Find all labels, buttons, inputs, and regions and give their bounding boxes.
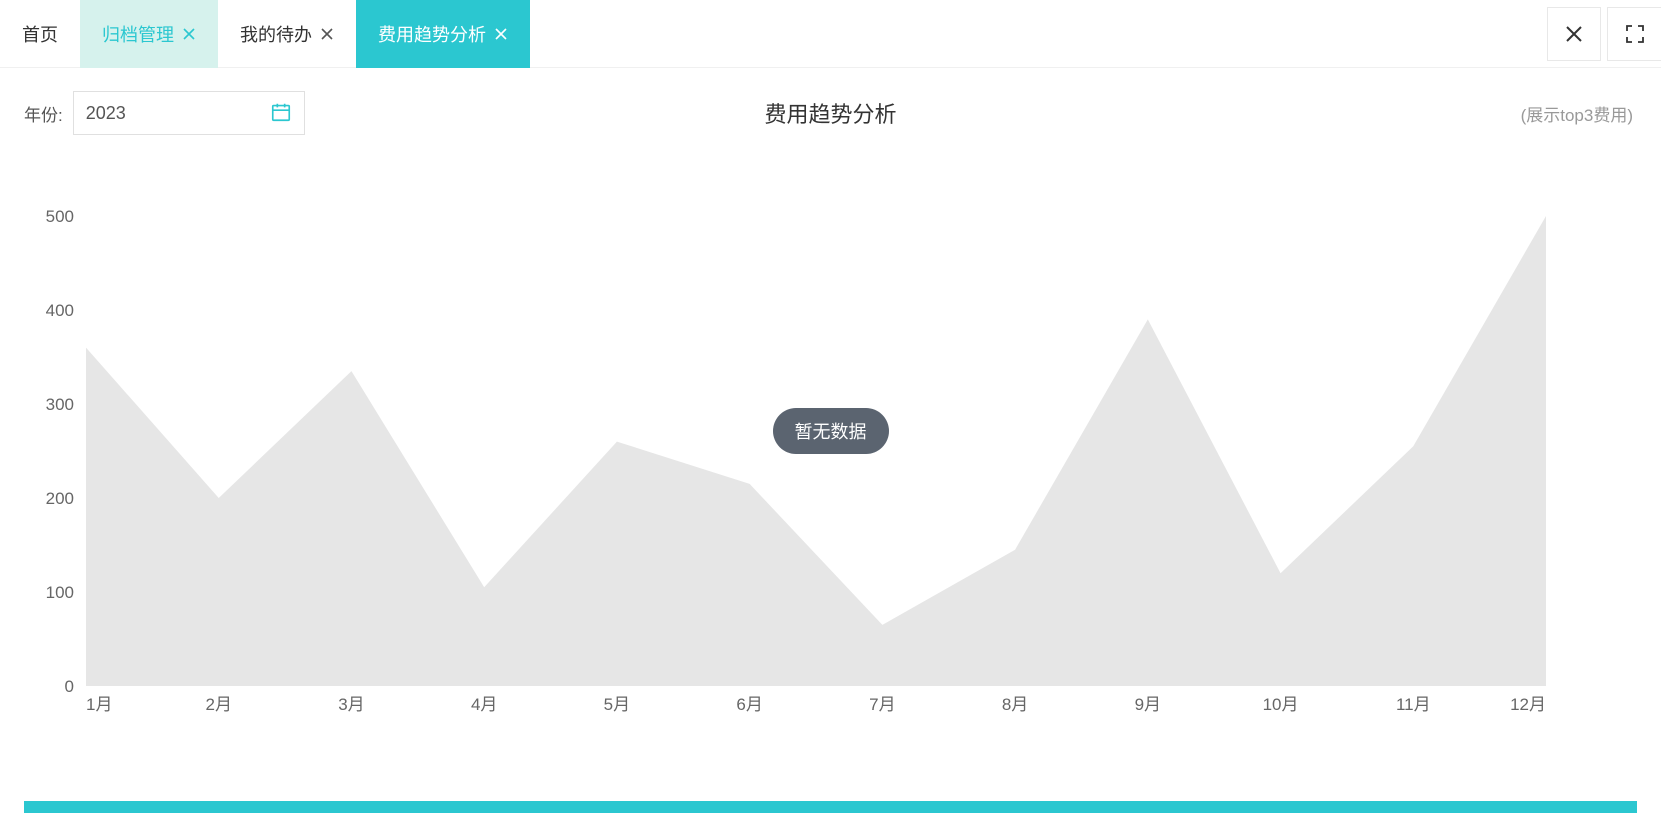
tab-trend-label: 费用趋势分析 (378, 21, 486, 47)
tab-archive[interactable]: 归档管理 (80, 0, 218, 68)
toolbar: 年份: 费用趋势分析 (展示top3费用) (8, 88, 1653, 138)
svg-text:11月: 11月 (1396, 695, 1431, 714)
svg-text:2月: 2月 (205, 695, 231, 714)
year-input[interactable] (86, 103, 246, 124)
tab-todo-label: 我的待办 (240, 21, 312, 47)
svg-text:6月: 6月 (736, 695, 762, 714)
svg-text:10月: 10月 (1263, 695, 1299, 714)
tab-trend[interactable]: 费用趋势分析 (356, 0, 530, 68)
chart-title: 费用趋势分析 (764, 97, 896, 129)
top3-note: (展示top3费用) (1521, 101, 1633, 126)
tab-bar-actions (1541, 0, 1661, 68)
no-data-badge: 暂无数据 (773, 408, 889, 454)
svg-text:5月: 5月 (604, 695, 630, 714)
chart-area: 0 100 200 300 400 500 1月 2月 3月 4月 5月 6月 7月 8月 9月 10月 11月… (8, 168, 1653, 768)
bottom-accent-bar (24, 801, 1637, 813)
year-picker[interactable] (73, 91, 305, 135)
svg-text:8月: 8月 (1002, 695, 1028, 714)
calendar-icon[interactable] (270, 101, 292, 126)
close-icon[interactable] (182, 27, 196, 41)
tab-todo[interactable]: 我的待办 (218, 0, 356, 68)
svg-text:500: 500 (46, 207, 74, 226)
close-icon[interactable] (320, 27, 334, 41)
svg-text:200: 200 (46, 489, 74, 508)
svg-text:400: 400 (46, 301, 74, 320)
svg-text:100: 100 (46, 583, 74, 602)
tab-home[interactable]: 首页 (0, 0, 80, 68)
tab-archive-label: 归档管理 (102, 21, 174, 47)
svg-text:300: 300 (46, 395, 74, 414)
tab-bar: 首页 归档管理 我的待办 费用趋势分析 (0, 0, 1661, 68)
svg-text:0: 0 (65, 677, 74, 696)
svg-text:1月: 1月 (86, 695, 112, 714)
close-icon[interactable] (494, 27, 508, 41)
svg-text:4月: 4月 (471, 695, 497, 714)
year-label: 年份: (24, 101, 63, 126)
tab-home-label: 首页 (22, 21, 58, 47)
fullscreen-button[interactable] (1607, 7, 1661, 61)
svg-text:12月: 12月 (1510, 695, 1546, 714)
svg-text:9月: 9月 (1135, 695, 1161, 714)
svg-text:7月: 7月 (869, 695, 895, 714)
close-all-button[interactable] (1547, 7, 1601, 61)
svg-text:3月: 3月 (338, 695, 364, 714)
